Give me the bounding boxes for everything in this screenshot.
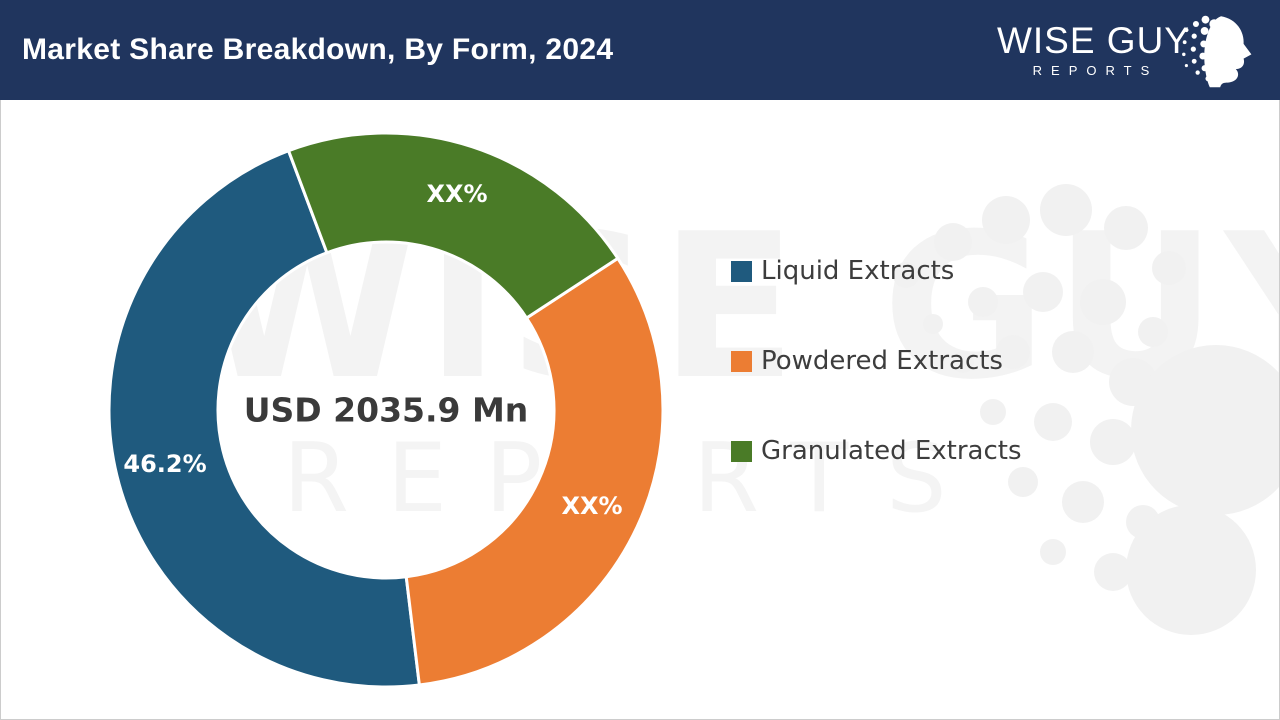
segment-percent-label: 46.2%: [123, 450, 207, 478]
donut-segment-powdered-extracts: [404, 256, 665, 687]
wiseguy-logo-text: WISE GUY REPORTS: [997, 22, 1190, 78]
watermark-face-dots: [893, 184, 1279, 635]
wiseguy-logo-sub: REPORTS: [1032, 63, 1159, 78]
legend-swatch-icon: [731, 350, 752, 372]
legend-item-liquid-extracts: Liquid Extracts: [731, 256, 1022, 286]
legend-swatch-icon: [731, 440, 752, 462]
wiseguy-logo: WISE GUY REPORTS: [997, 8, 1254, 92]
wiseguy-face-icon: [1182, 15, 1252, 88]
legend-label: Powdered Extracts: [761, 346, 1003, 376]
wiseguy-logo-brand: WISE GUY: [996, 20, 1190, 61]
donut-segment-liquid-extracts: [107, 149, 421, 689]
donut-chart: USD 2035.9 Mn 46.2% XX% XX%: [106, 130, 666, 690]
segment-percent-label: XX%: [561, 492, 623, 520]
donut-center-value: USD 2035.9 Mn: [243, 390, 529, 430]
segment-percent-label: XX%: [426, 180, 488, 208]
donut-segment-granulated-extracts: [287, 131, 620, 320]
legend-item-granulated-extracts: Granulated Extracts: [731, 436, 1022, 466]
watermark-layer: WISE GUY REPORTS: [1, 100, 1279, 716]
legend-label: Granulated Extracts: [761, 436, 1022, 466]
chart-region: WISE GUY REPORTS: [1, 100, 1279, 716]
legend-swatch-icon: [731, 260, 752, 282]
legend-item-powdered-extracts: Powdered Extracts: [731, 346, 1022, 376]
page-title: Market Share Breakdown, By Form, 2024: [22, 33, 614, 66]
header-bar: Market Share Breakdown, By Form, 2024 WI…: [0, 0, 1280, 100]
legend-label: Liquid Extracts: [761, 256, 955, 286]
legend: Liquid Extracts Powdered Extracts Granulat…: [731, 256, 1022, 526]
